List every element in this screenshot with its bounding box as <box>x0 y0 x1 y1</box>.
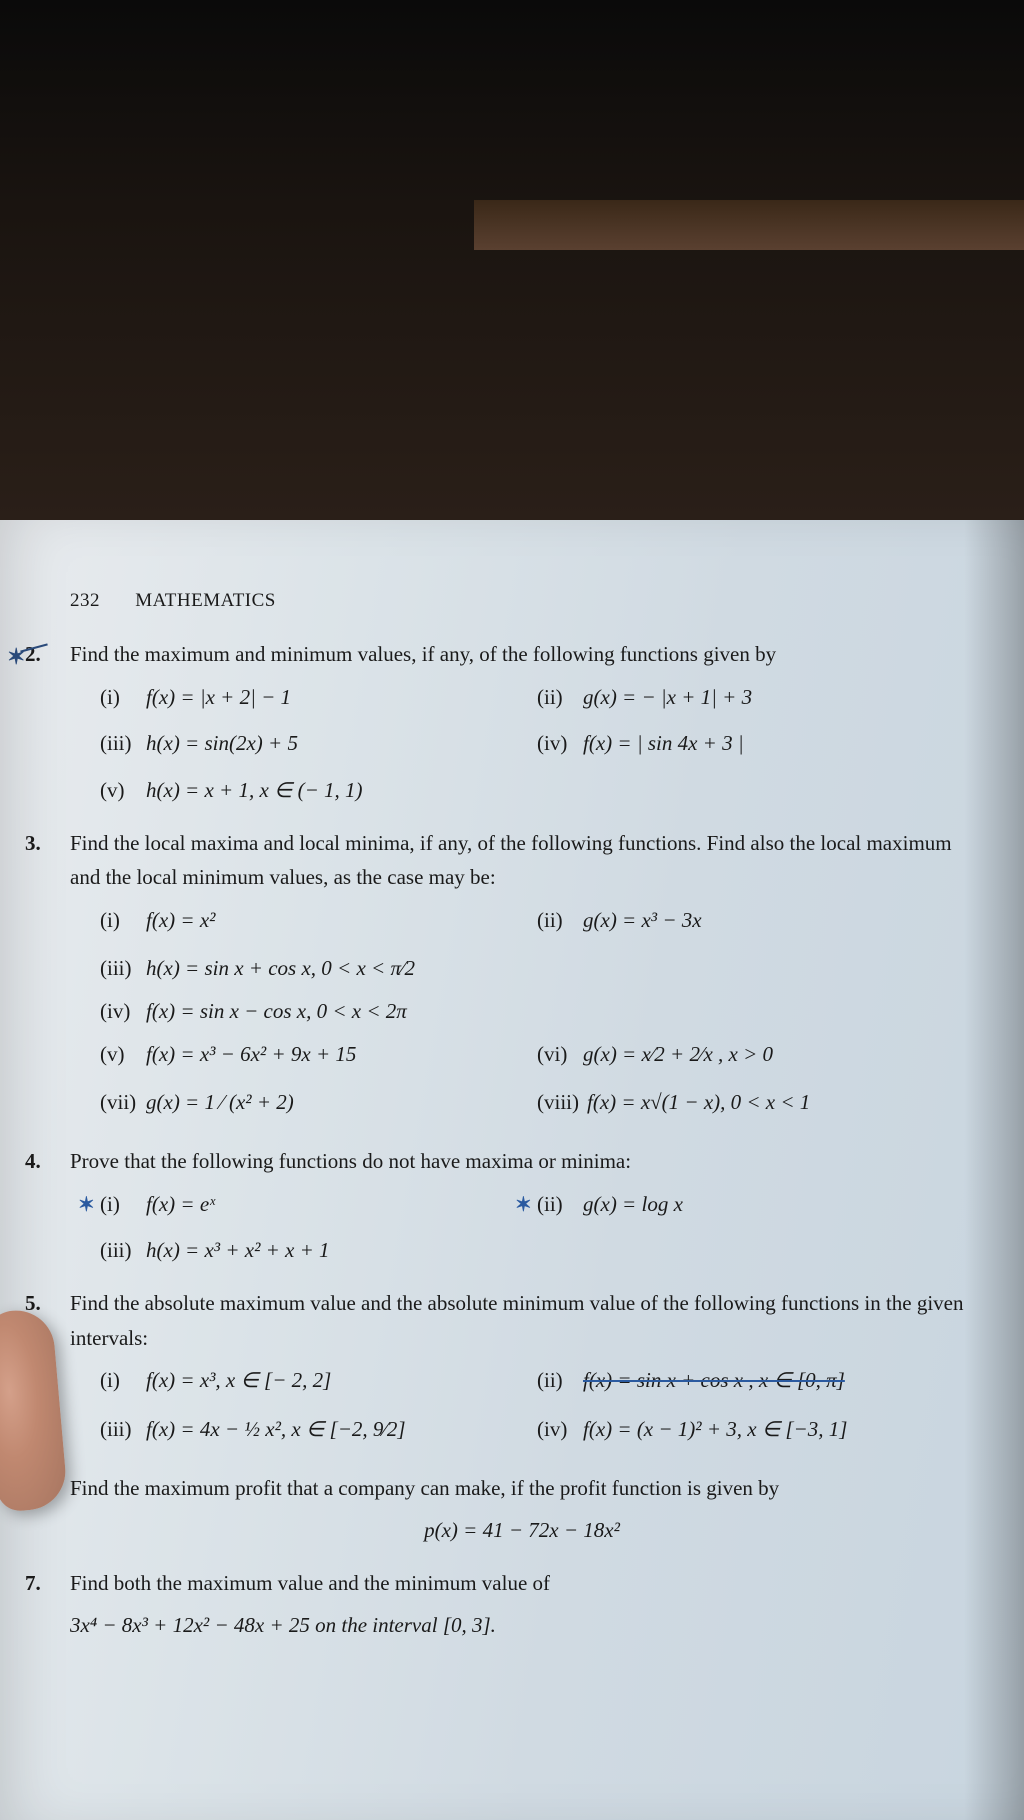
question-2: 2. Find the maximum and minimum values, … <box>70 637 974 808</box>
formula: 3x⁴ − 8x³ + 12x² − 48x + 25 on the inter… <box>70 1613 496 1637</box>
photo-background-dark <box>0 0 1024 520</box>
question-text: Prove that the following functions do no… <box>70 1144 974 1179</box>
math: f(x) = | sin 4x + 3 | <box>583 726 974 761</box>
question-3: 3. Find the local maxima and local minim… <box>70 826 974 1126</box>
question-5: 5. Find the absolute maximum value and t… <box>70 1286 974 1453</box>
finger-holding-page <box>0 1307 69 1512</box>
pen-strike-icon: ✶ <box>78 1189 95 1222</box>
question-text: Find both the maximum value and the mini… <box>70 1566 974 1601</box>
question-number: 4. <box>25 1144 41 1179</box>
question-number: 7. <box>25 1566 41 1601</box>
question-text: Find the local maxima and local minima, … <box>70 826 974 895</box>
formula: p(x) = 41 − 72x − 18x² <box>424 1518 620 1542</box>
pen-strike-icon: ✶ <box>515 1189 532 1222</box>
question-text: Find the maximum profit that a company c… <box>70 1471 974 1506</box>
question-7: 7. Find both the maximum value and the m… <box>70 1566 974 1643</box>
question-text: Find the absolute maximum value and the … <box>70 1286 974 1355</box>
chapter-title: MATHEMATICS <box>135 590 276 612</box>
question-number: 2. <box>25 637 41 672</box>
question-number: 3. <box>25 826 41 861</box>
question-6: 6. Find the maximum profit that a compan… <box>70 1471 974 1548</box>
subparts: (i)f(x) = x³, x ∈ [− 2, 2] (ii)f(x) = si… <box>70 1363 974 1452</box>
table-surface <box>474 200 1024 250</box>
textbook-page: 232 MATHEMATICS 2. Find the maximum and … <box>0 520 1024 1820</box>
question-4: 4. Prove that the following functions do… <box>70 1144 974 1268</box>
page-header: 232 MATHEMATICS <box>70 590 974 612</box>
subparts: (i)f(x) = x² (ii)g(x) = x³ − 3x (iii)h(x… <box>70 903 974 1126</box>
question-text: Find the maximum and minimum values, if … <box>70 637 974 672</box>
page-number: 232 <box>70 590 100 612</box>
math: h(x) = sin(2x) + 5 <box>146 726 537 761</box>
math: h(x) = x + 1, x ∈ (− 1, 1) <box>146 773 974 808</box>
subparts: ✶(i)f(x) = eˣ ✶(ii)g(x) = log x (iii)h(x… <box>70 1187 974 1268</box>
math: f(x) = |x + 2| − 1 <box>146 680 537 715</box>
math: g(x) = − |x + 1| + 3 <box>583 680 974 715</box>
subparts: (i)f(x) = |x + 2| − 1 (ii)g(x) = − |x + … <box>70 680 974 808</box>
